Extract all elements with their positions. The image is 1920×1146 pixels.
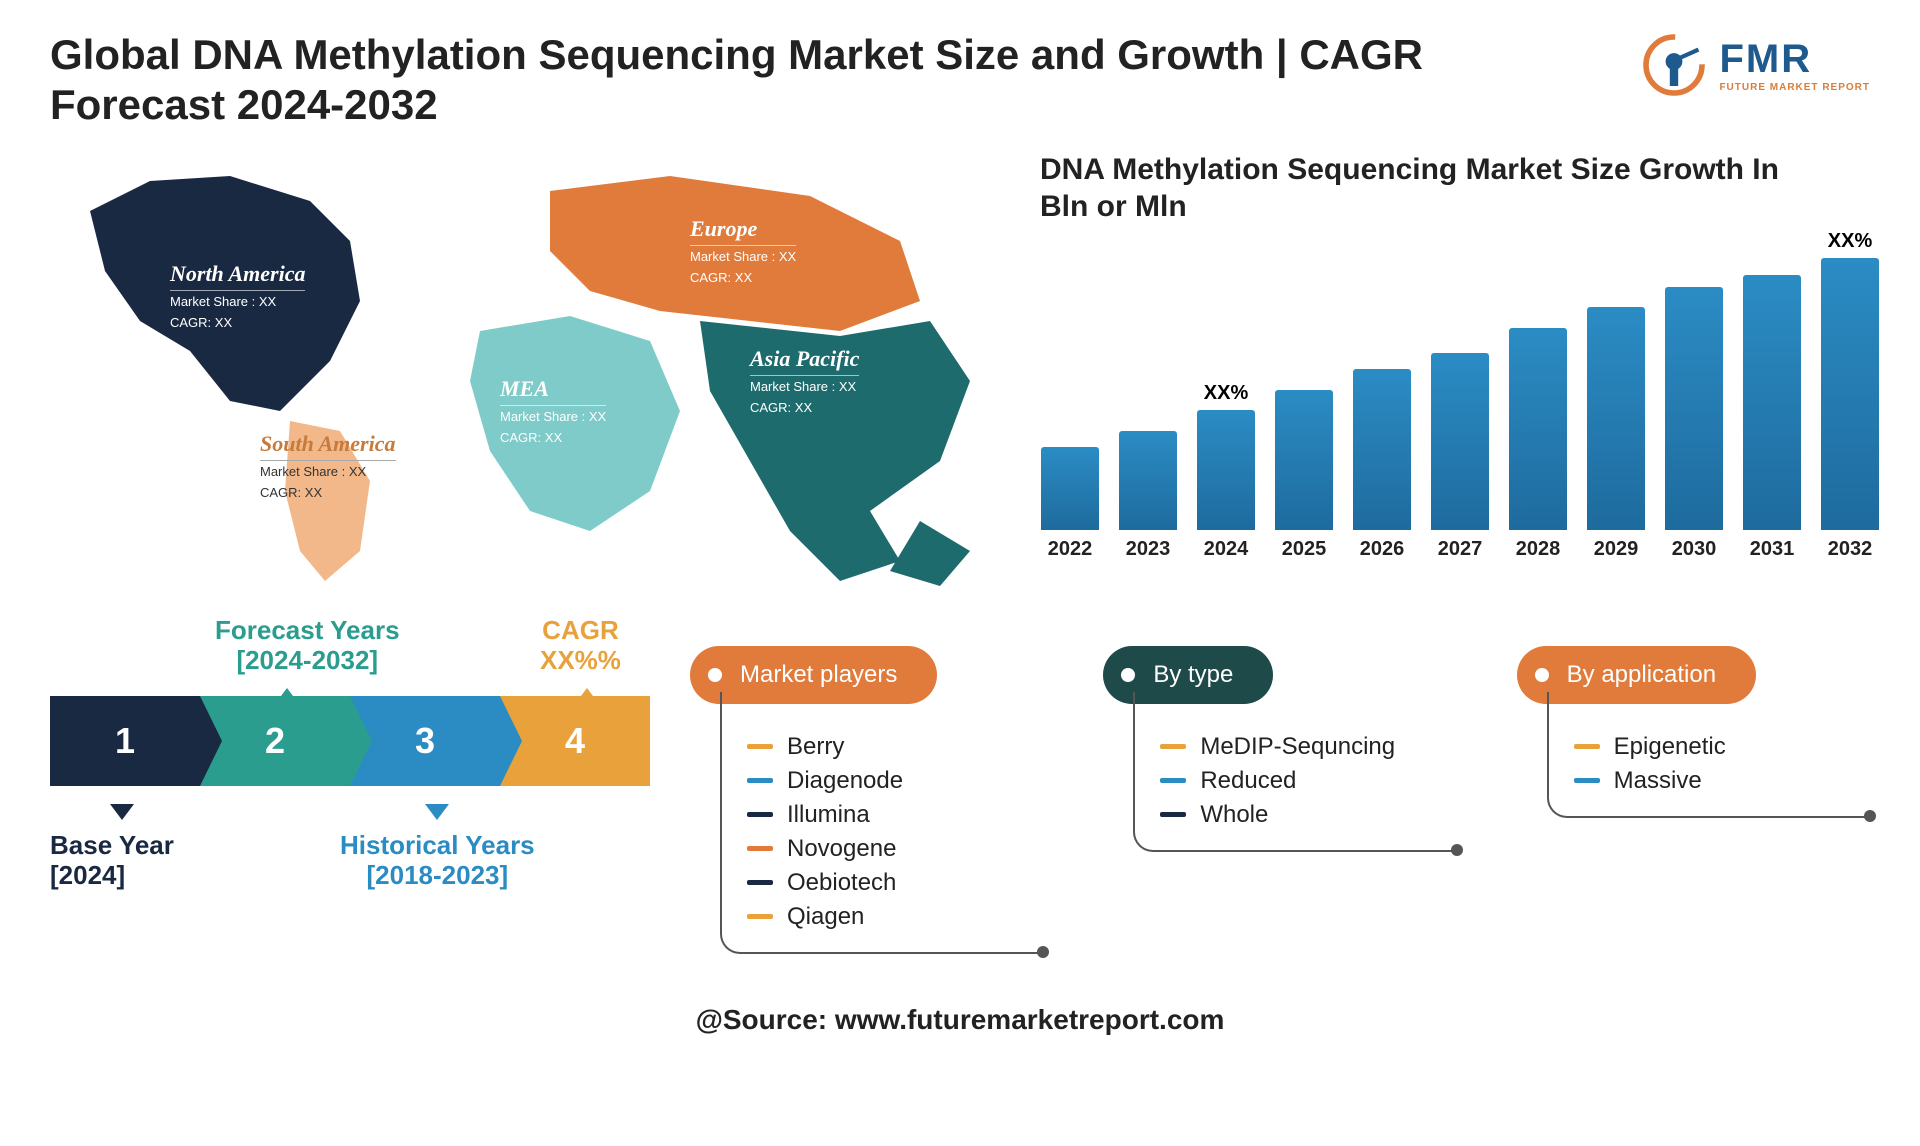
bar-2027: 2027 (1430, 353, 1490, 561)
forecast-label: Forecast Years [2024-2032] (215, 616, 400, 676)
category-column: Market playersBerryDiagenodeIlluminaNovo… (690, 646, 1043, 954)
logo-text: FMR (1719, 37, 1870, 82)
category-item: Illumina (747, 801, 1043, 829)
timeline-segment-3: 3.tl-seg:nth-child(3)::after{border-left… (350, 696, 500, 786)
bar (1821, 258, 1879, 530)
dash-icon (1574, 744, 1600, 749)
dash-icon (747, 914, 773, 919)
bar-2023: 2023 (1118, 431, 1178, 561)
category-body: Berry Diagenode Illumina Novogene Oebiotech Q… (720, 692, 1043, 954)
bar-2032: XX%2032 (1820, 258, 1880, 561)
label-asia-pacific: Asia Pacific Market Share : XX CAGR: XX (750, 346, 859, 415)
source-text: @Source: www.futuremarketreport.com (50, 1004, 1870, 1036)
cagr-label: CAGR XX%% (540, 616, 621, 676)
page-title: Global DNA Methylation Sequencing Market… (50, 30, 1450, 131)
categories-section: Market playersBerryDiagenodeIlluminaNovo… (690, 646, 1870, 954)
base-arrow-icon (110, 804, 134, 820)
logo-icon (1639, 30, 1709, 100)
bar-2024: XX%2024 (1196, 410, 1256, 560)
bar (1743, 275, 1801, 530)
bar-chart: 20222023XX%20242025202620272028202920302… (1040, 241, 1880, 561)
label-south-america: South America Market Share : XX CAGR: XX (260, 431, 396, 500)
label-europe: Europe Market Share : XX CAGR: XX (690, 216, 796, 285)
timeline-section: Forecast Years [2024-2032] CAGR XX%% 1.t… (50, 646, 650, 954)
bar-year-label: 2024 (1204, 538, 1249, 561)
label-north-america: North America Market Share : XX CAGR: XX (170, 261, 305, 330)
bar-2025: 2025 (1274, 390, 1334, 561)
bar (1509, 328, 1567, 530)
bar-2022: 2022 (1040, 447, 1100, 560)
bar-year-label: 2029 (1594, 538, 1639, 561)
timeline-segment-4: 4.tl-seg:nth-child(4)::after{border-left… (500, 696, 650, 786)
category-item: Novogene (747, 835, 1043, 863)
dash-icon (747, 846, 773, 851)
bar-year-label: 2028 (1516, 538, 1561, 561)
dot-icon (1535, 668, 1549, 682)
bar-year-label: 2025 (1282, 538, 1327, 561)
dash-icon (747, 812, 773, 817)
category-column: By typeMeDIP-SequncingReducedWhole (1103, 646, 1456, 954)
hist-label: Historical Years [2018-2023] (340, 831, 535, 891)
bar-year-label: 2022 (1048, 538, 1093, 561)
dash-icon (1574, 778, 1600, 783)
category-item: Reduced (1160, 767, 1456, 795)
bar-chart-section: DNA Methylation Sequencing Market Size G… (1000, 151, 1880, 591)
bar (1353, 369, 1411, 530)
bar (1587, 307, 1645, 529)
category-item: Massive (1574, 767, 1870, 795)
timeline-segment-2: 2.tl-seg:nth-child(2)::after{border-left… (200, 696, 350, 786)
dot-icon (708, 668, 722, 682)
category-item: Whole (1160, 801, 1456, 829)
bar-year-label: 2030 (1672, 538, 1717, 561)
bar (1197, 410, 1255, 529)
dot-icon (1121, 668, 1135, 682)
timeline-segment-1: 1.tl-seg:nth-child(1)::after{border-left… (50, 696, 200, 786)
category-item: Epigenetic (1574, 733, 1870, 761)
bar-year-label: 2027 (1438, 538, 1483, 561)
bar-year-label: 2032 (1828, 538, 1873, 561)
chart-title: DNA Methylation Sequencing Market Size G… (1040, 151, 1880, 226)
bar (1275, 390, 1333, 530)
bar (1119, 431, 1177, 530)
dash-icon (747, 880, 773, 885)
timeline: 1.tl-seg:nth-child(1)::after{border-left… (50, 696, 650, 786)
category-item: MeDIP-Sequncing (1160, 733, 1456, 761)
bar-annotation: XX% (1828, 230, 1872, 253)
logo: FMR FUTURE MARKET REPORT (1639, 30, 1870, 100)
category-body: MeDIP-Sequncing Reduced Whole (1133, 692, 1456, 852)
dash-icon (1160, 778, 1186, 783)
bar-year-label: 2023 (1126, 538, 1171, 561)
bar-annotation: XX% (1204, 382, 1248, 405)
bar-2026: 2026 (1352, 369, 1412, 561)
category-item: Oebiotech (747, 869, 1043, 897)
hist-arrow-icon (425, 804, 449, 820)
category-column: By applicationEpigeneticMassive (1517, 646, 1870, 954)
dash-icon (747, 778, 773, 783)
world-map: North America Market Share : XX CAGR: XX… (50, 151, 1000, 591)
dash-icon (1160, 812, 1186, 817)
bar-2028: 2028 (1508, 328, 1568, 561)
bar (1041, 447, 1099, 529)
bar-year-label: 2031 (1750, 538, 1795, 561)
base-label: Base Year [2024] (50, 831, 174, 891)
dash-icon (1160, 744, 1186, 749)
category-item: Qiagen (747, 903, 1043, 931)
bar-2030: 2030 (1664, 287, 1724, 561)
bar-year-label: 2026 (1360, 538, 1405, 561)
bar (1665, 287, 1723, 530)
category-item: Diagenode (747, 767, 1043, 795)
bar (1431, 353, 1489, 530)
bar-2029: 2029 (1586, 307, 1646, 560)
label-mea: MEA Market Share : XX CAGR: XX (500, 376, 606, 445)
logo-subtext: FUTURE MARKET REPORT (1719, 82, 1870, 93)
category-item: Berry (747, 733, 1043, 761)
bar-2031: 2031 (1742, 275, 1802, 561)
dash-icon (747, 744, 773, 749)
category-body: Epigenetic Massive (1547, 692, 1870, 818)
